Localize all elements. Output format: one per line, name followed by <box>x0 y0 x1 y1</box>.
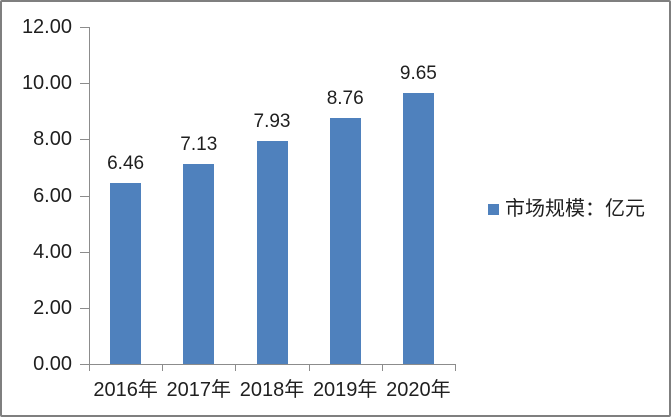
legend-label: 市场规模：亿元 <box>505 198 645 220</box>
y-axis-tick-label: 4.00 <box>33 240 72 263</box>
y-axis-tick <box>80 307 89 309</box>
bar <box>256 141 288 364</box>
x-axis-tick <box>235 365 237 371</box>
bar-value-label: 7.93 <box>253 111 291 133</box>
y-axis-tick-label: 0.00 <box>33 353 72 375</box>
y-axis-tick-label: 6.00 <box>33 184 72 207</box>
bar <box>183 163 215 364</box>
bar-value-label: 8.76 <box>326 87 364 109</box>
bar <box>329 117 361 364</box>
y-axis-tick-label: 8.00 <box>33 128 72 151</box>
y-axis-tick <box>80 27 89 28</box>
legend-marker <box>488 204 499 215</box>
x-axis-category-label: 2016年 <box>93 379 158 401</box>
x-axis-tick <box>381 365 383 371</box>
y-axis-tick <box>80 139 89 141</box>
x-axis-line <box>89 364 456 365</box>
x-axis-tick <box>455 365 456 371</box>
y-axis-tick-label: 12.00 <box>21 16 72 38</box>
bar <box>402 92 434 364</box>
legend: 市场规模：亿元 <box>488 197 645 222</box>
x-axis-category-label: 2017年 <box>166 379 232 401</box>
y-axis-tick <box>80 364 89 365</box>
x-axis-category-label: 2020年 <box>386 379 451 401</box>
y-axis-tick <box>80 251 89 253</box>
y-axis-tick-label: 2.00 <box>33 296 72 319</box>
bar-value-label: 7.13 <box>180 133 218 155</box>
bar <box>110 182 142 364</box>
x-axis-category-label: 2019年 <box>312 379 378 401</box>
bar-value-label: 9.65 <box>399 62 437 84</box>
y-axis-line <box>89 27 90 364</box>
x-axis-tick <box>89 365 90 371</box>
x-axis-category-label: 2018年 <box>239 379 305 401</box>
y-axis-tick <box>80 83 89 85</box>
y-axis-tick <box>80 195 89 197</box>
x-axis-tick <box>308 365 310 371</box>
bar-value-label: 6.46 <box>107 152 145 174</box>
y-axis-tick-label: 10.00 <box>21 72 72 95</box>
x-axis-tick <box>162 365 164 371</box>
